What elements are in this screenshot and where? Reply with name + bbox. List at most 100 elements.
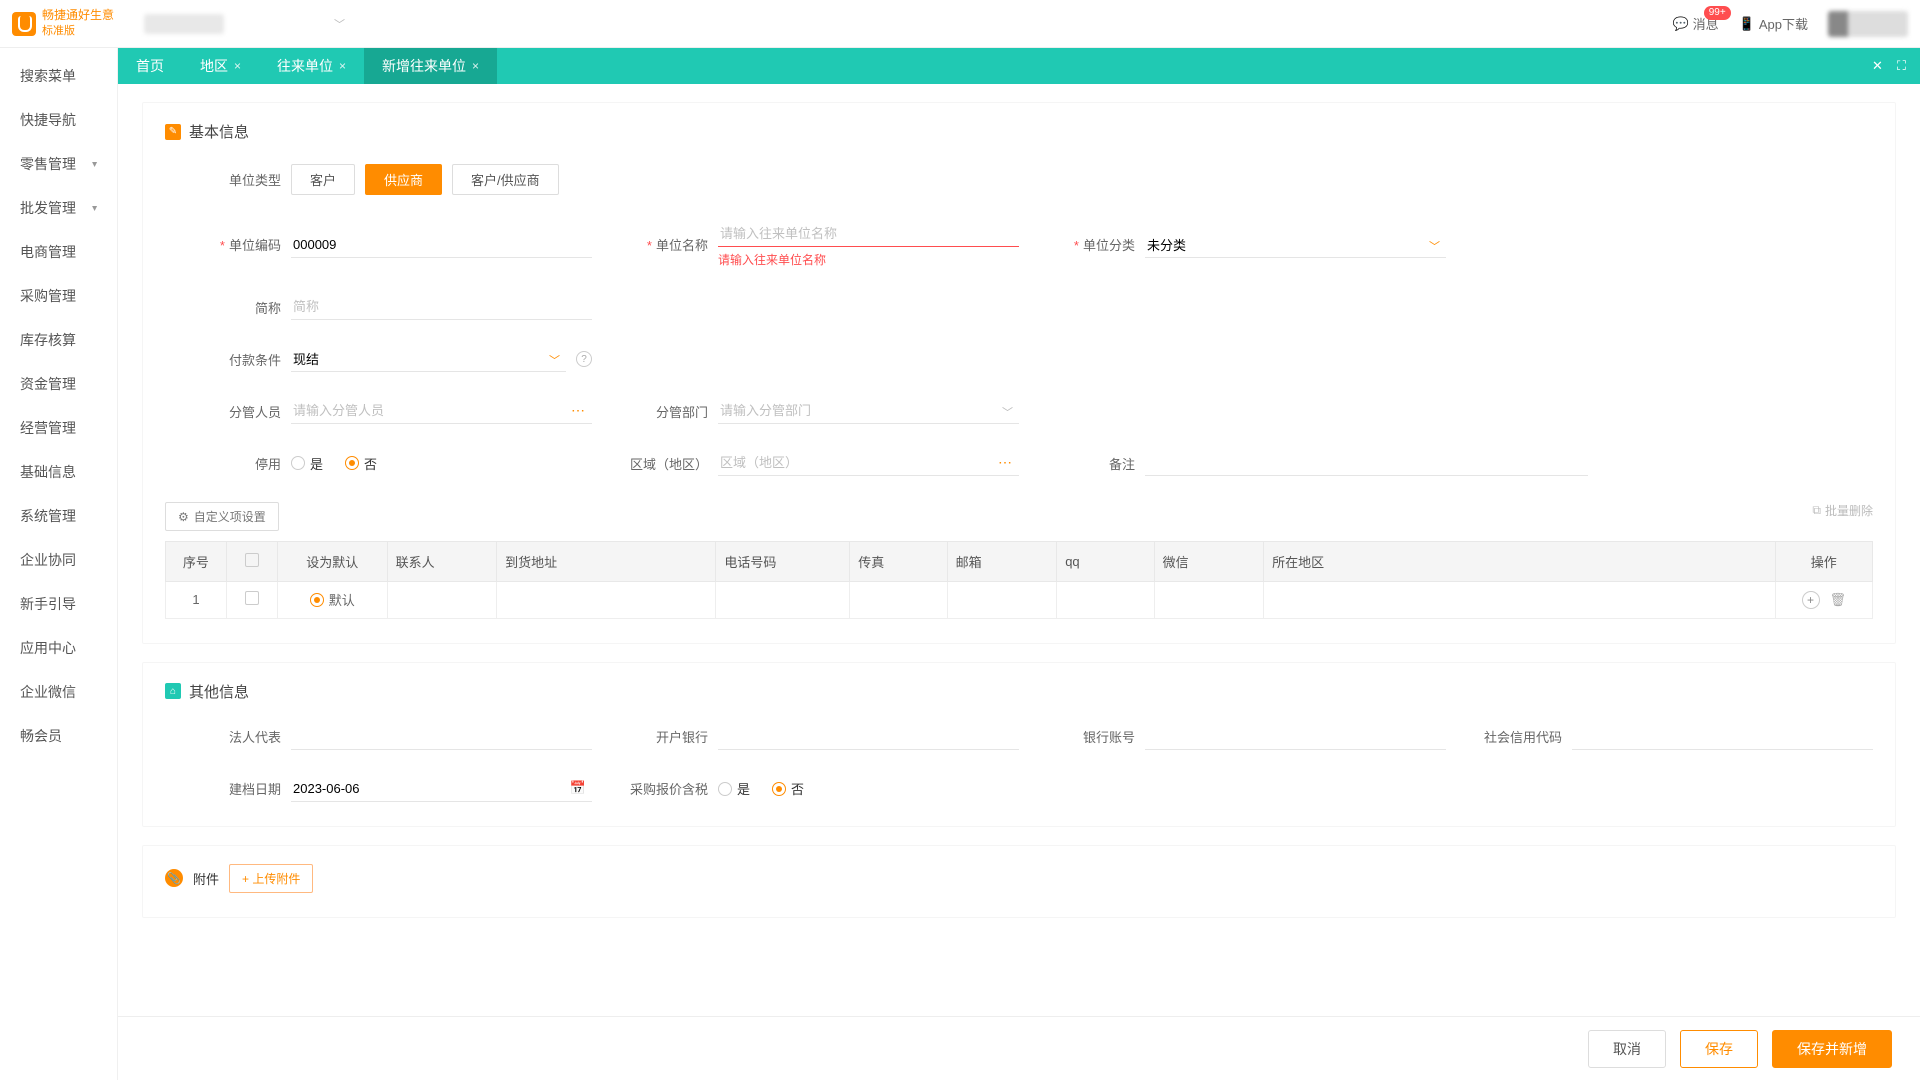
- unit-category-select[interactable]: [1145, 232, 1446, 258]
- phone-cell[interactable]: [716, 582, 850, 619]
- credit-input[interactable]: [1572, 724, 1873, 750]
- sidebar-item[interactable]: 采购管理: [0, 274, 117, 318]
- add-row-button[interactable]: +: [1802, 591, 1820, 609]
- unit-category-field: 单位分类 ﹀: [1049, 221, 1446, 268]
- dept-select[interactable]: [718, 398, 1019, 424]
- gear-icon: ⚙: [178, 510, 189, 524]
- header-checkbox[interactable]: [245, 553, 259, 567]
- messages-badge: 99+: [1704, 6, 1731, 20]
- dept-field: 分管部门 ﹀: [622, 398, 1019, 424]
- fax-cell[interactable]: [850, 582, 947, 619]
- upload-attach-button[interactable]: + 上传附件: [229, 864, 313, 893]
- sidebar-item[interactable]: 应用中心: [0, 626, 117, 670]
- email-cell[interactable]: [947, 582, 1057, 619]
- table-header: 传真: [850, 542, 947, 582]
- attachment-panel: 📎 附件 + 上传附件: [142, 845, 1896, 918]
- wechat-cell[interactable]: [1154, 582, 1264, 619]
- tab-close-all-icon[interactable]: ✕: [1872, 58, 1883, 74]
- tax-no-radio[interactable]: 否: [772, 779, 804, 798]
- sidebar: 搜索菜单快捷导航零售管理批发管理电商管理采购管理库存核算资金管理经营管理基础信息…: [0, 48, 118, 1080]
- sidebar-item[interactable]: 资金管理: [0, 362, 117, 406]
- tab[interactable]: 往来单位×: [259, 48, 364, 84]
- unit-type-option[interactable]: 供应商: [365, 164, 442, 195]
- more-icon[interactable]: ⋯: [571, 402, 586, 419]
- archive-date-input[interactable]: [291, 776, 592, 802]
- bank-field: 开户银行: [622, 724, 1019, 750]
- area-cell[interactable]: [1264, 582, 1775, 619]
- tax-label: 采购报价含税: [622, 779, 708, 798]
- tabs-actions: ✕ ⛶: [1872, 48, 1920, 84]
- sidebar-item[interactable]: 企业微信: [0, 670, 117, 714]
- unit-name-label: 单位名称: [622, 235, 708, 254]
- unit-type-label: 单位类型: [195, 170, 281, 189]
- batch-delete-button[interactable]: ⧉ 批量删除: [1812, 502, 1873, 519]
- house-icon: ⌂: [165, 683, 181, 699]
- save-button[interactable]: 保存: [1680, 1030, 1758, 1068]
- unit-name-field: 单位名称 请输入往来单位名称: [622, 221, 1019, 268]
- fullscreen-icon[interactable]: ⛶: [1897, 58, 1906, 74]
- tax-yes-radio[interactable]: 是: [718, 779, 750, 798]
- region-input[interactable]: [718, 450, 1019, 476]
- sidebar-item[interactable]: 新手引导: [0, 582, 117, 626]
- tab[interactable]: 地区×: [182, 48, 259, 84]
- row-default-radio[interactable]: 默认: [310, 590, 355, 609]
- sidebar-item[interactable]: 系统管理: [0, 494, 117, 538]
- sidebar-item[interactable]: 批发管理: [0, 186, 117, 230]
- disabled-yes-radio[interactable]: 是: [291, 454, 323, 473]
- disabled-no-radio[interactable]: 否: [345, 454, 377, 473]
- messages-button[interactable]: 💬 消息 99+: [1672, 14, 1718, 33]
- unit-name-input[interactable]: [718, 221, 1019, 247]
- main-area: 首页地区×往来单位×新增往来单位× ✕ ⛶ ✎ 基本信息 单位类型 客户供应商客…: [118, 48, 1920, 1080]
- sidebar-item[interactable]: 经营管理: [0, 406, 117, 450]
- abbr-field: 简称: [195, 294, 592, 320]
- footer-bar: 取消 保存 保存并新增: [118, 1016, 1920, 1080]
- sidebar-item[interactable]: 搜索菜单: [0, 54, 117, 98]
- sidebar-item[interactable]: 库存核算: [0, 318, 117, 362]
- save-and-new-button[interactable]: 保存并新增: [1772, 1030, 1892, 1068]
- sidebar-item[interactable]: 企业协同: [0, 538, 117, 582]
- qq-cell[interactable]: [1057, 582, 1154, 619]
- close-icon[interactable]: ×: [234, 59, 241, 73]
- pay-terms-select[interactable]: [291, 346, 566, 372]
- row-checkbox[interactable]: [245, 591, 259, 605]
- help-icon[interactable]: ?: [576, 351, 592, 367]
- sidebar-item[interactable]: 电商管理: [0, 230, 117, 274]
- more-icon[interactable]: ⋯: [998, 454, 1013, 471]
- unit-type-option[interactable]: 客户: [291, 164, 355, 195]
- tab[interactable]: 首页: [118, 48, 182, 84]
- abbr-input[interactable]: [291, 294, 592, 320]
- legal-field: 法人代表: [195, 724, 592, 750]
- unit-type-option[interactable]: 客户/供应商: [452, 164, 559, 195]
- table-header: 所在地区: [1264, 542, 1775, 582]
- pay-terms-label: 付款条件: [195, 350, 281, 369]
- legal-input[interactable]: [291, 724, 592, 750]
- region-field: 区域（地区） ⋯: [622, 450, 1019, 476]
- abbr-label: 简称: [195, 298, 281, 317]
- bank-label: 开户银行: [622, 727, 708, 746]
- table-header: 到货地址: [497, 542, 716, 582]
- header-dropdown-icon[interactable]: ﹀: [334, 16, 345, 32]
- archive-date-field: 建档日期 📅: [195, 776, 592, 802]
- sidebar-item[interactable]: 畅会员: [0, 714, 117, 758]
- bank-input[interactable]: [718, 724, 1019, 750]
- delete-row-button[interactable]: 🗑: [1830, 592, 1847, 608]
- contact-cell[interactable]: [387, 582, 497, 619]
- close-icon[interactable]: ×: [472, 59, 479, 73]
- remark-input[interactable]: [1145, 450, 1588, 476]
- sidebar-item[interactable]: 基础信息: [0, 450, 117, 494]
- app-download-button[interactable]: 📱 App下载: [1739, 14, 1808, 33]
- sidebar-item[interactable]: 零售管理: [0, 142, 117, 186]
- other-info-panel: ⌂ 其他信息 法人代表 开户银行 银行账号: [142, 662, 1896, 827]
- phone-icon: 📱: [1739, 16, 1755, 32]
- custom-settings-button[interactable]: ⚙ 自定义项设置: [165, 502, 279, 531]
- address-cell[interactable]: [497, 582, 716, 619]
- unit-code-input[interactable]: [291, 232, 592, 258]
- sidebar-item[interactable]: 快捷导航: [0, 98, 117, 142]
- tab[interactable]: 新增往来单位×: [364, 48, 497, 84]
- manager-input[interactable]: [291, 398, 592, 424]
- close-icon[interactable]: ×: [339, 59, 346, 73]
- calendar-icon[interactable]: 📅: [570, 780, 586, 796]
- account-input[interactable]: [1145, 724, 1446, 750]
- user-avatar[interactable]: [1828, 11, 1908, 37]
- cancel-button[interactable]: 取消: [1588, 1030, 1666, 1068]
